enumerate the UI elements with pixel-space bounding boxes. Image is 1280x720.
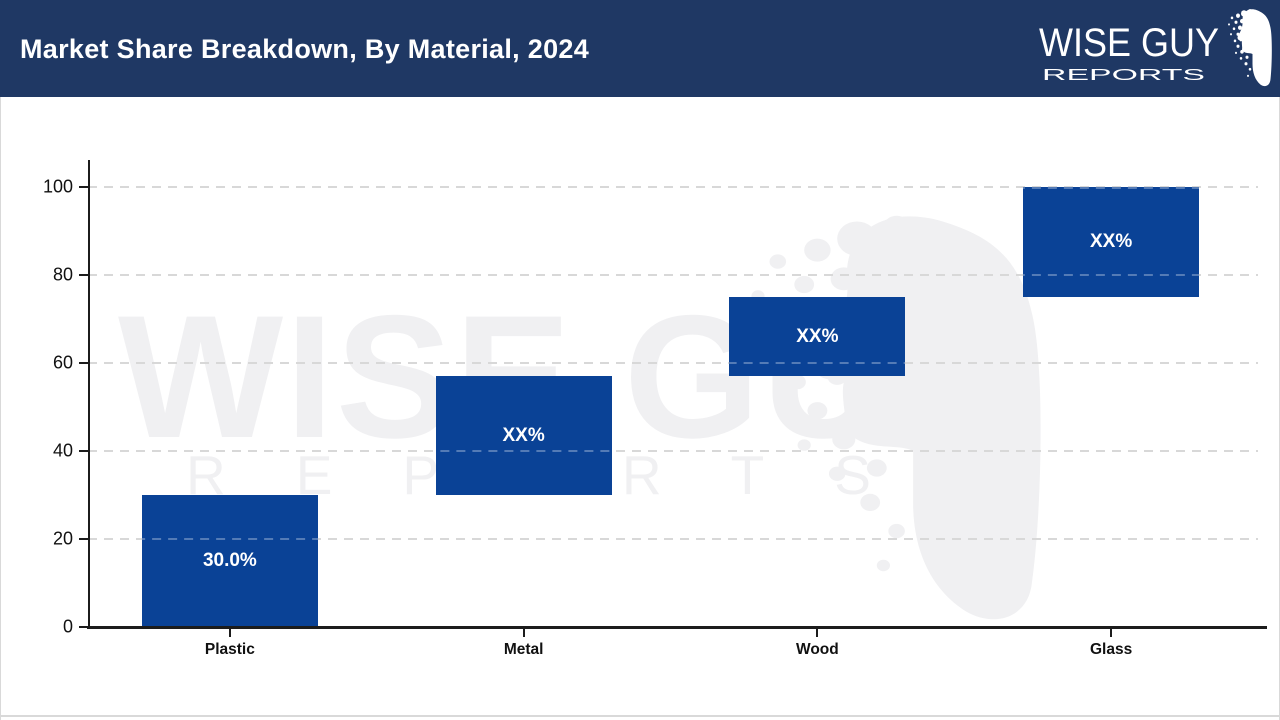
y-tick-mark bbox=[79, 626, 88, 628]
y-tick-mark bbox=[79, 362, 88, 364]
y-tick-mark bbox=[79, 186, 88, 188]
bar-gridline-overlay bbox=[141, 538, 318, 540]
bar-value-label: XX% bbox=[796, 325, 839, 347]
logo-wordmark: WISE GUY bbox=[1039, 21, 1219, 65]
wise-guy-reports-logo: WISE GUY REPORTS bbox=[1039, 9, 1272, 87]
y-tick-label: 80 bbox=[52, 264, 73, 285]
gridline-40 bbox=[88, 450, 1258, 452]
page-title: Market Share Breakdown, By Material, 202… bbox=[20, 34, 590, 64]
logo-reports-label: REPORTS bbox=[1042, 67, 1205, 84]
header-bar: Market Share Breakdown, By Material, 202… bbox=[0, 0, 1280, 97]
bar-plastic bbox=[141, 495, 318, 627]
bar-wood bbox=[729, 297, 906, 377]
bar-gridline-overlay bbox=[1023, 187, 1200, 189]
bar-gridline-overlay bbox=[435, 450, 612, 452]
x-axis-line bbox=[87, 626, 1267, 629]
gridline-100 bbox=[88, 186, 1258, 188]
x-tick-label: Glass bbox=[1090, 641, 1133, 658]
y-tick-label: 100 bbox=[42, 176, 73, 197]
x-tick-mark bbox=[1110, 629, 1113, 637]
bar-metal bbox=[435, 376, 612, 495]
y-tick-mark bbox=[79, 450, 88, 452]
x-tick-label: Wood bbox=[795, 641, 839, 658]
y-tick-label: 60 bbox=[52, 352, 73, 373]
y-tick-mark bbox=[79, 538, 88, 540]
gridline-20 bbox=[88, 538, 1258, 540]
x-tick-mark bbox=[816, 629, 819, 637]
x-tick-label: Plastic bbox=[204, 641, 255, 658]
y-axis-line bbox=[88, 160, 90, 629]
y-tick-label: 20 bbox=[52, 528, 73, 549]
bar-glass bbox=[1023, 187, 1200, 297]
y-tick-label: 0 bbox=[62, 616, 73, 637]
x-tick-mark bbox=[522, 629, 525, 637]
y-tick-label: 40 bbox=[52, 440, 73, 461]
gridline-60 bbox=[88, 362, 1258, 364]
frame-left-border bbox=[0, 97, 1, 720]
bar-value-label: XX% bbox=[1090, 231, 1133, 252]
frame-bottom-border bbox=[0, 715, 1280, 717]
x-tick-mark bbox=[228, 629, 231, 637]
x-tick-label: Metal bbox=[503, 641, 544, 658]
bar-gridline-overlay bbox=[1023, 274, 1200, 276]
bar-value-label: XX% bbox=[502, 424, 545, 446]
bar-value-label: 30.0% bbox=[202, 550, 257, 571]
y-tick-mark bbox=[79, 274, 88, 276]
bar-gridline-overlay bbox=[729, 362, 906, 364]
logo-head-dots-icon bbox=[1228, 9, 1272, 87]
gridline-80 bbox=[88, 274, 1258, 276]
